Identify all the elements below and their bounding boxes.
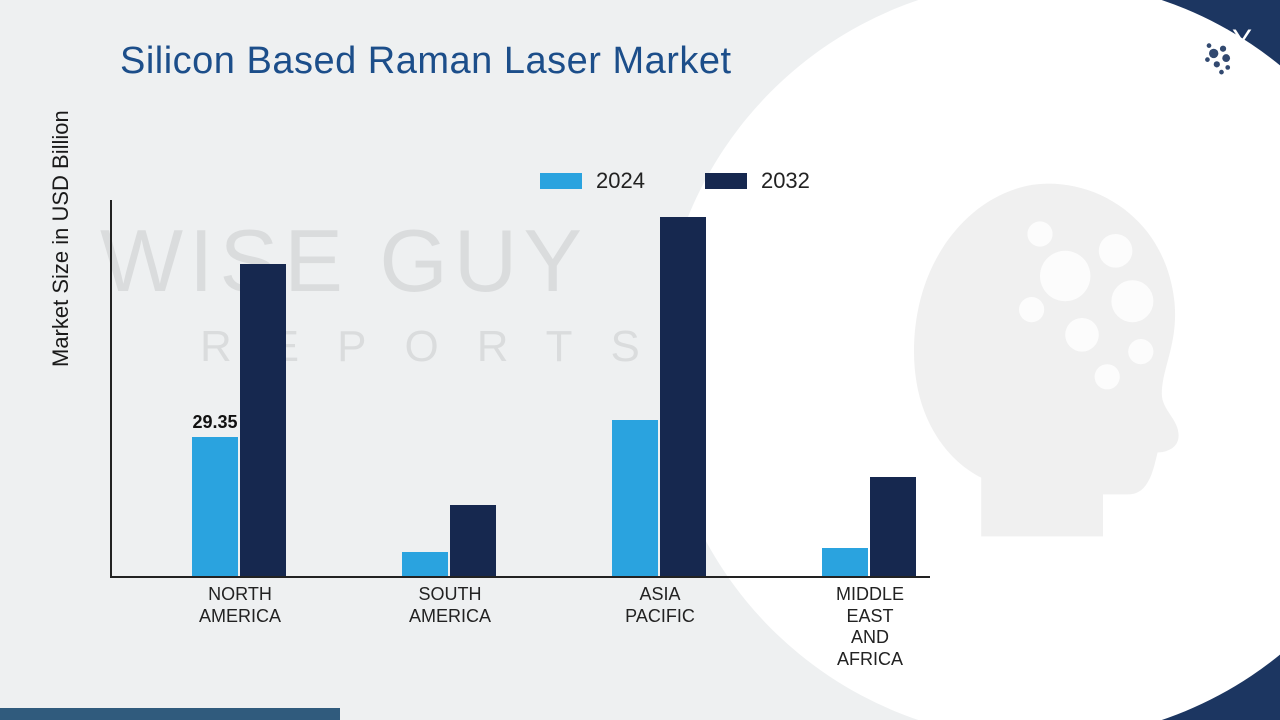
bar bbox=[660, 217, 706, 576]
y-axis-line bbox=[110, 200, 112, 578]
category-label: ASIAPACIFIC bbox=[580, 578, 740, 627]
category-label: MIDDLEEASTANDAFRICA bbox=[790, 578, 950, 670]
category-label: SOUTHAMERICA bbox=[370, 578, 530, 627]
bar bbox=[870, 477, 916, 576]
plot-region: NORTHAMERICASOUTHAMERICAASIAPACIFICMIDDL… bbox=[110, 200, 930, 578]
bottom-accent-strip bbox=[0, 708, 340, 720]
bar bbox=[450, 505, 496, 576]
y-axis-label: Market Size in USD Billion bbox=[48, 110, 74, 367]
bar bbox=[402, 552, 448, 576]
chart-canvas: WISE GUY REPORTS Silicon Based Raman Las… bbox=[0, 0, 1280, 720]
chart-title: Silicon Based Raman Laser Market bbox=[120, 40, 732, 83]
legend-swatch-1 bbox=[705, 173, 747, 189]
legend-item-1: 2032 bbox=[705, 168, 810, 194]
chart-area: Silicon Based Raman Laser Market Market … bbox=[0, 0, 980, 720]
bar bbox=[612, 420, 658, 576]
legend-swatch-0 bbox=[540, 173, 582, 189]
legend-label-1: 2032 bbox=[761, 168, 810, 194]
legend-label-0: 2024 bbox=[596, 168, 645, 194]
category-label: NORTHAMERICA bbox=[160, 578, 320, 627]
legend: 2024 2032 bbox=[540, 168, 810, 194]
bar bbox=[240, 264, 286, 576]
bar bbox=[192, 437, 238, 576]
brand-head-icon bbox=[1170, 30, 1248, 108]
bar bbox=[822, 548, 868, 576]
bar-value-label: 29.35 bbox=[192, 412, 237, 433]
brand-logo: WISE GUY REPORTS bbox=[1088, 24, 1254, 78]
legend-item-0: 2024 bbox=[540, 168, 645, 194]
